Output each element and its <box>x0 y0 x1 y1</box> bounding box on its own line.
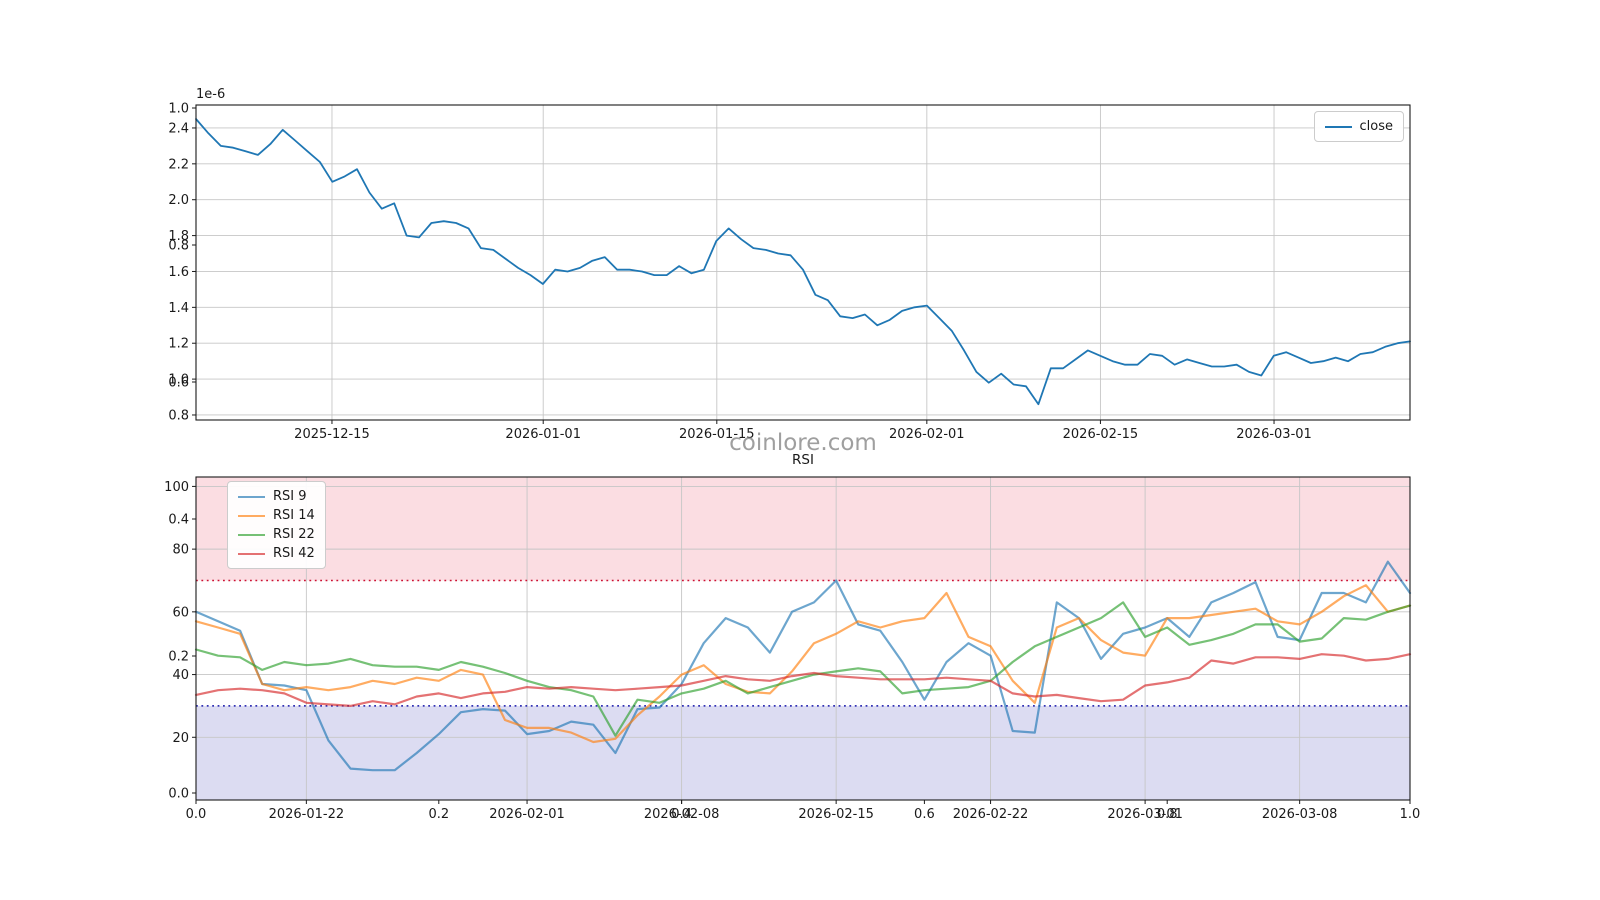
rsi42-line-sample <box>238 552 265 555</box>
price-legend: close <box>1313 111 1404 142</box>
svg-text:2026-01-22: 2026-01-22 <box>269 807 345 822</box>
legend-label-rsi42: RSI 42 <box>273 546 315 561</box>
svg-text:0.4: 0.4 <box>671 807 692 822</box>
svg-text:1.0: 1.0 <box>1400 807 1421 822</box>
svg-text:0.0: 0.0 <box>168 787 189 802</box>
watermark: coinlore.com <box>729 430 877 456</box>
svg-text:0.6: 0.6 <box>168 376 189 391</box>
svg-text:2.0: 2.0 <box>168 193 189 208</box>
svg-text:2026-02-01: 2026-02-01 <box>489 807 565 822</box>
svg-text:0.2: 0.2 <box>428 807 449 822</box>
svg-text:1.0: 1.0 <box>168 102 189 117</box>
legend-entry-rsi42: RSI 42 <box>238 544 315 563</box>
rsi-chart-title: RSI <box>792 452 814 468</box>
svg-text:0.0: 0.0 <box>186 807 207 822</box>
legend-label-rsi9: RSI 9 <box>273 489 307 504</box>
svg-text:1.0: 1.0 <box>168 373 189 388</box>
svg-text:100: 100 <box>164 480 189 495</box>
svg-text:20: 20 <box>172 731 189 746</box>
svg-text:1e-6: 1e-6 <box>196 87 225 102</box>
rsi-legend: RSI 9 RSI 14 RSI 22 RSI 42 <box>227 481 326 569</box>
svg-text:2026-03-01: 2026-03-01 <box>1107 807 1183 822</box>
svg-text:0.2: 0.2 <box>168 650 189 665</box>
close-line-sample <box>1324 125 1352 128</box>
svg-text:0.8: 0.8 <box>168 239 189 254</box>
svg-text:0.8: 0.8 <box>168 408 189 423</box>
svg-text:2025-12-15: 2025-12-15 <box>294 427 370 442</box>
rsi14-line-sample <box>238 514 265 517</box>
legend-entry-close: close <box>1324 117 1393 136</box>
svg-text:40: 40 <box>172 668 189 683</box>
svg-text:1.4: 1.4 <box>168 301 189 316</box>
svg-text:2.4: 2.4 <box>168 121 189 136</box>
svg-text:60: 60 <box>172 605 189 620</box>
svg-text:0.6: 0.6 <box>914 807 935 822</box>
svg-text:2026-01-15: 2026-01-15 <box>679 427 755 442</box>
legend-entry-rsi22: RSI 22 <box>238 525 315 544</box>
svg-text:1.8: 1.8 <box>168 229 189 244</box>
svg-text:2026-02-01: 2026-02-01 <box>889 427 965 442</box>
svg-text:2026-02-08: 2026-02-08 <box>644 807 720 822</box>
legend-label-rsi22: RSI 22 <box>273 527 315 542</box>
svg-text:1.2: 1.2 <box>168 337 189 352</box>
legend-label-rsi14: RSI 14 <box>273 508 315 523</box>
rsi22-line-sample <box>238 533 265 536</box>
svg-text:2.2: 2.2 <box>168 157 189 172</box>
legend-entry-rsi9: RSI 9 <box>238 487 315 506</box>
legend-label-close: close <box>1359 119 1393 134</box>
svg-text:2026-02-15: 2026-02-15 <box>1063 427 1139 442</box>
svg-text:0.4: 0.4 <box>168 513 189 528</box>
svg-text:0.8: 0.8 <box>1157 807 1178 822</box>
svg-text:2026-03-08: 2026-03-08 <box>1262 807 1338 822</box>
svg-text:2026-01-01: 2026-01-01 <box>505 427 581 442</box>
svg-text:80: 80 <box>172 543 189 558</box>
svg-text:2026-03-01: 2026-03-01 <box>1236 427 1312 442</box>
legend-entry-rsi14: RSI 14 <box>238 506 315 525</box>
svg-text:1.6: 1.6 <box>168 265 189 280</box>
svg-text:2026-02-22: 2026-02-22 <box>953 807 1029 822</box>
svg-text:2026-02-15: 2026-02-15 <box>798 807 874 822</box>
rsi9-line-sample <box>238 495 265 498</box>
